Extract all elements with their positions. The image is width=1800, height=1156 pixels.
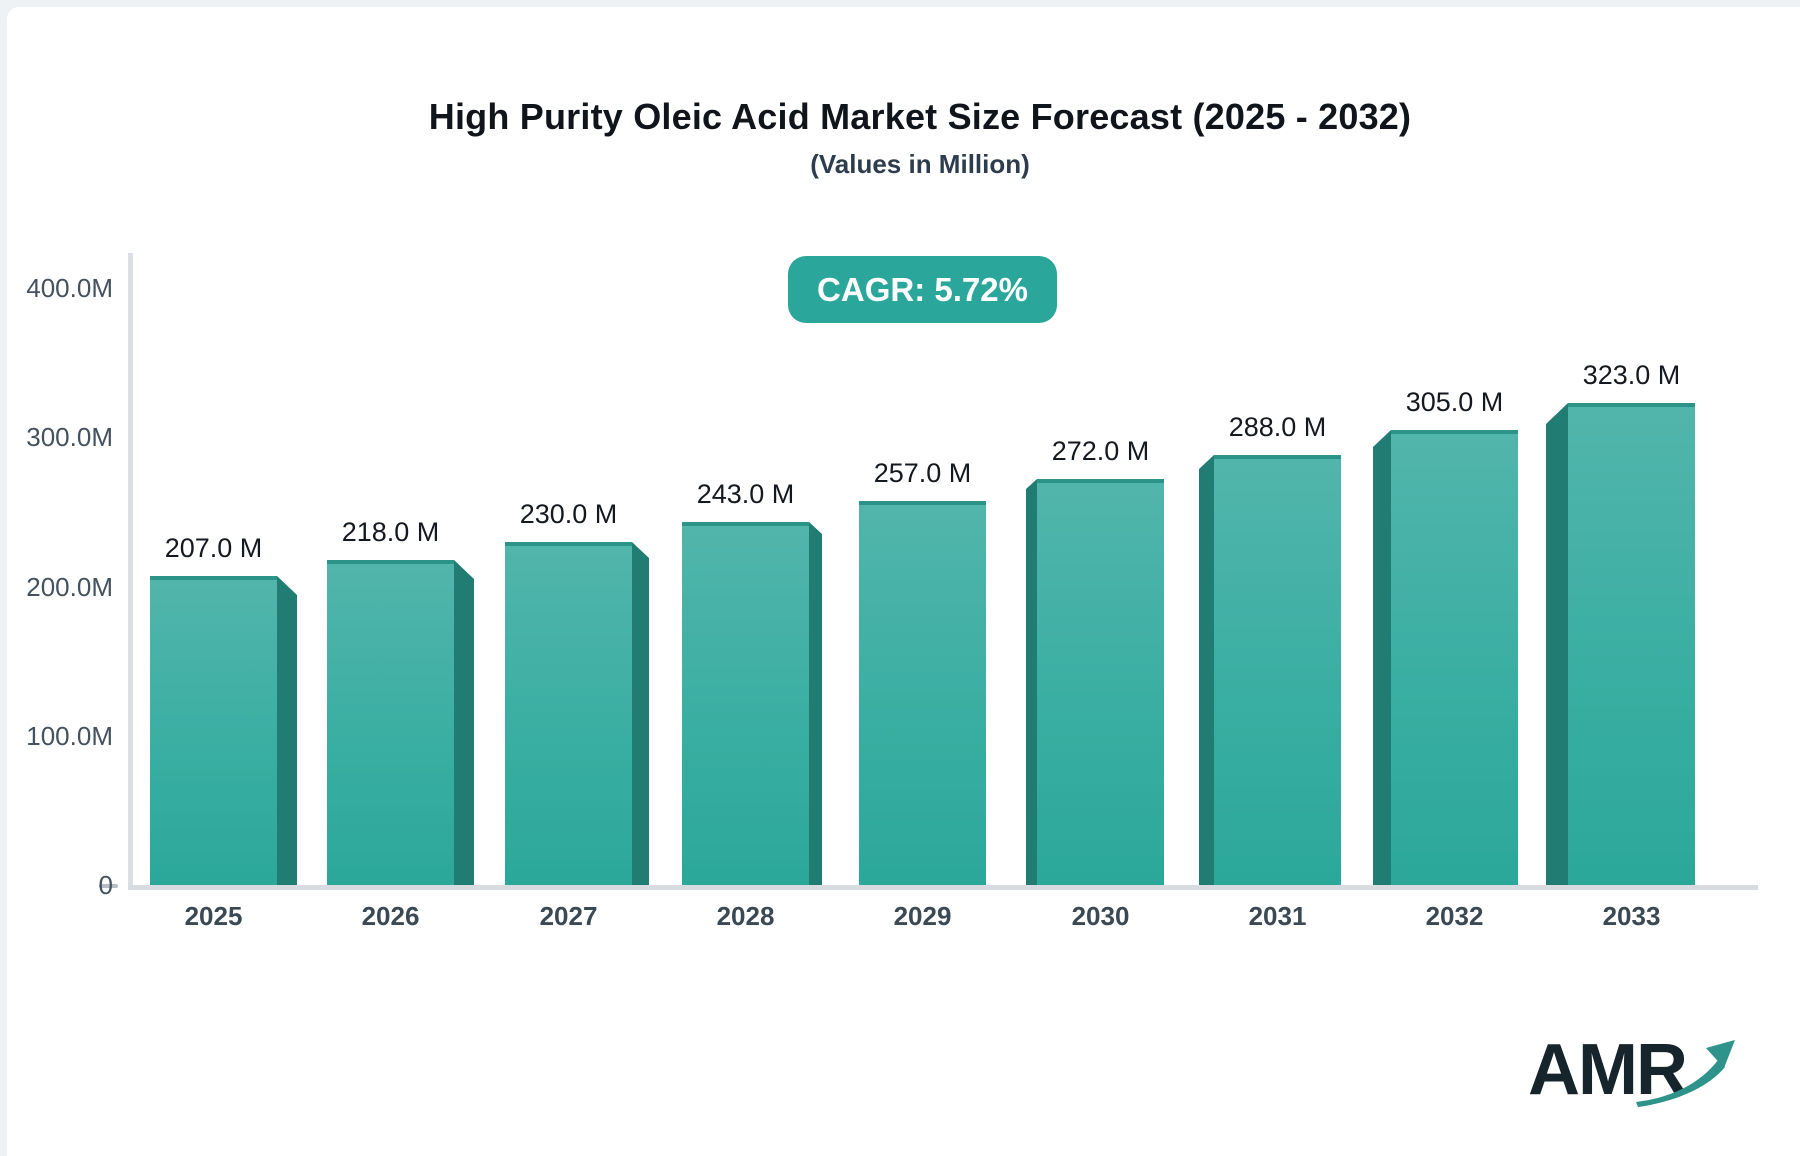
bar — [1037, 479, 1164, 885]
bar-value-label: 243.0 M — [696, 479, 795, 509]
bar-value-label: 288.0 M — [1228, 412, 1327, 442]
growth-arrow-icon — [1636, 1040, 1735, 1107]
bar — [505, 542, 632, 885]
bar-3d-side-face — [1546, 403, 1568, 885]
bar-value-label: 323.0 M — [1582, 360, 1681, 390]
bar-3d-side-face — [1373, 430, 1391, 885]
amr-logo: AMR — [1528, 1034, 1748, 1114]
bar — [1214, 455, 1341, 885]
cagr-badge: CAGR: 5.72% — [788, 256, 1057, 323]
x-axis-line — [128, 885, 1758, 890]
y-axis-tick-label: 400.0M — [26, 273, 113, 303]
x-axis-label: 2031 — [1248, 901, 1307, 931]
x-axis-label: 2030 — [1071, 901, 1130, 931]
bar-3d-side-face — [1026, 479, 1037, 885]
bar-3d-side-face — [632, 542, 649, 885]
bar — [859, 501, 986, 885]
bar-value-label: 207.0 M — [164, 533, 263, 563]
y-axis-tick-label: 300.0M — [26, 422, 113, 453]
bar — [1391, 430, 1518, 885]
bar — [1568, 403, 1695, 885]
bar-3d-side-face — [277, 576, 297, 885]
amr-logo-text: AMR — [1528, 1030, 1688, 1110]
bar-value-label: 305.0 M — [1405, 387, 1504, 417]
x-axis-label: 2032 — [1425, 901, 1484, 931]
x-axis-label: 2033 — [1602, 901, 1661, 931]
x-axis-label: 2029 — [893, 901, 952, 931]
x-axis-label: 2027 — [539, 901, 598, 931]
x-axis-label: 2028 — [716, 901, 775, 931]
bar — [150, 576, 277, 885]
bar-3d-side-face — [809, 522, 822, 885]
bar-value-label: 257.0 M — [873, 458, 972, 488]
bar-3d-side-face — [1199, 455, 1214, 885]
y-axis-tick-label: 0 — [98, 870, 113, 900]
bar-3d-side-face — [454, 560, 474, 885]
x-axis-label: 2026 — [361, 901, 420, 931]
bar-value-label: 218.0 M — [341, 517, 440, 547]
y-axis-line — [128, 253, 133, 890]
x-axis-label: 2025 — [184, 901, 243, 931]
chart-subtitle: (Values in Million) — [810, 149, 1030, 179]
zero-tick-mark — [99, 884, 118, 888]
bar — [682, 522, 809, 885]
y-axis-tick-label: 100.0M — [26, 720, 113, 751]
chart-title: High Purity Oleic Acid Market Size Forec… — [428, 96, 1412, 137]
y-axis-tick-label: 200.0M — [26, 571, 113, 602]
bar-value-label: 272.0 M — [1051, 436, 1150, 466]
bar-value-label: 230.0 M — [519, 499, 618, 529]
bar — [327, 560, 454, 885]
